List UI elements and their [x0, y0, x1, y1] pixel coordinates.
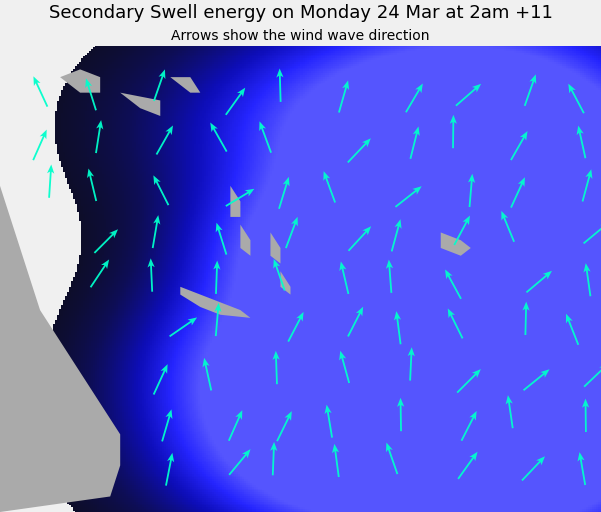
Polygon shape [441, 232, 471, 255]
Polygon shape [120, 93, 160, 116]
Polygon shape [281, 271, 290, 294]
Polygon shape [0, 279, 110, 497]
Polygon shape [240, 225, 251, 255]
Polygon shape [60, 69, 100, 93]
Text: Secondary Swell energy on Monday 24 Mar at 2am +11: Secondary Swell energy on Monday 24 Mar … [49, 4, 552, 22]
Polygon shape [170, 77, 200, 93]
Polygon shape [230, 186, 240, 217]
Polygon shape [270, 232, 281, 264]
Polygon shape [180, 287, 251, 318]
Text: Arrows show the wind wave direction: Arrows show the wind wave direction [171, 29, 430, 43]
Polygon shape [0, 186, 120, 512]
